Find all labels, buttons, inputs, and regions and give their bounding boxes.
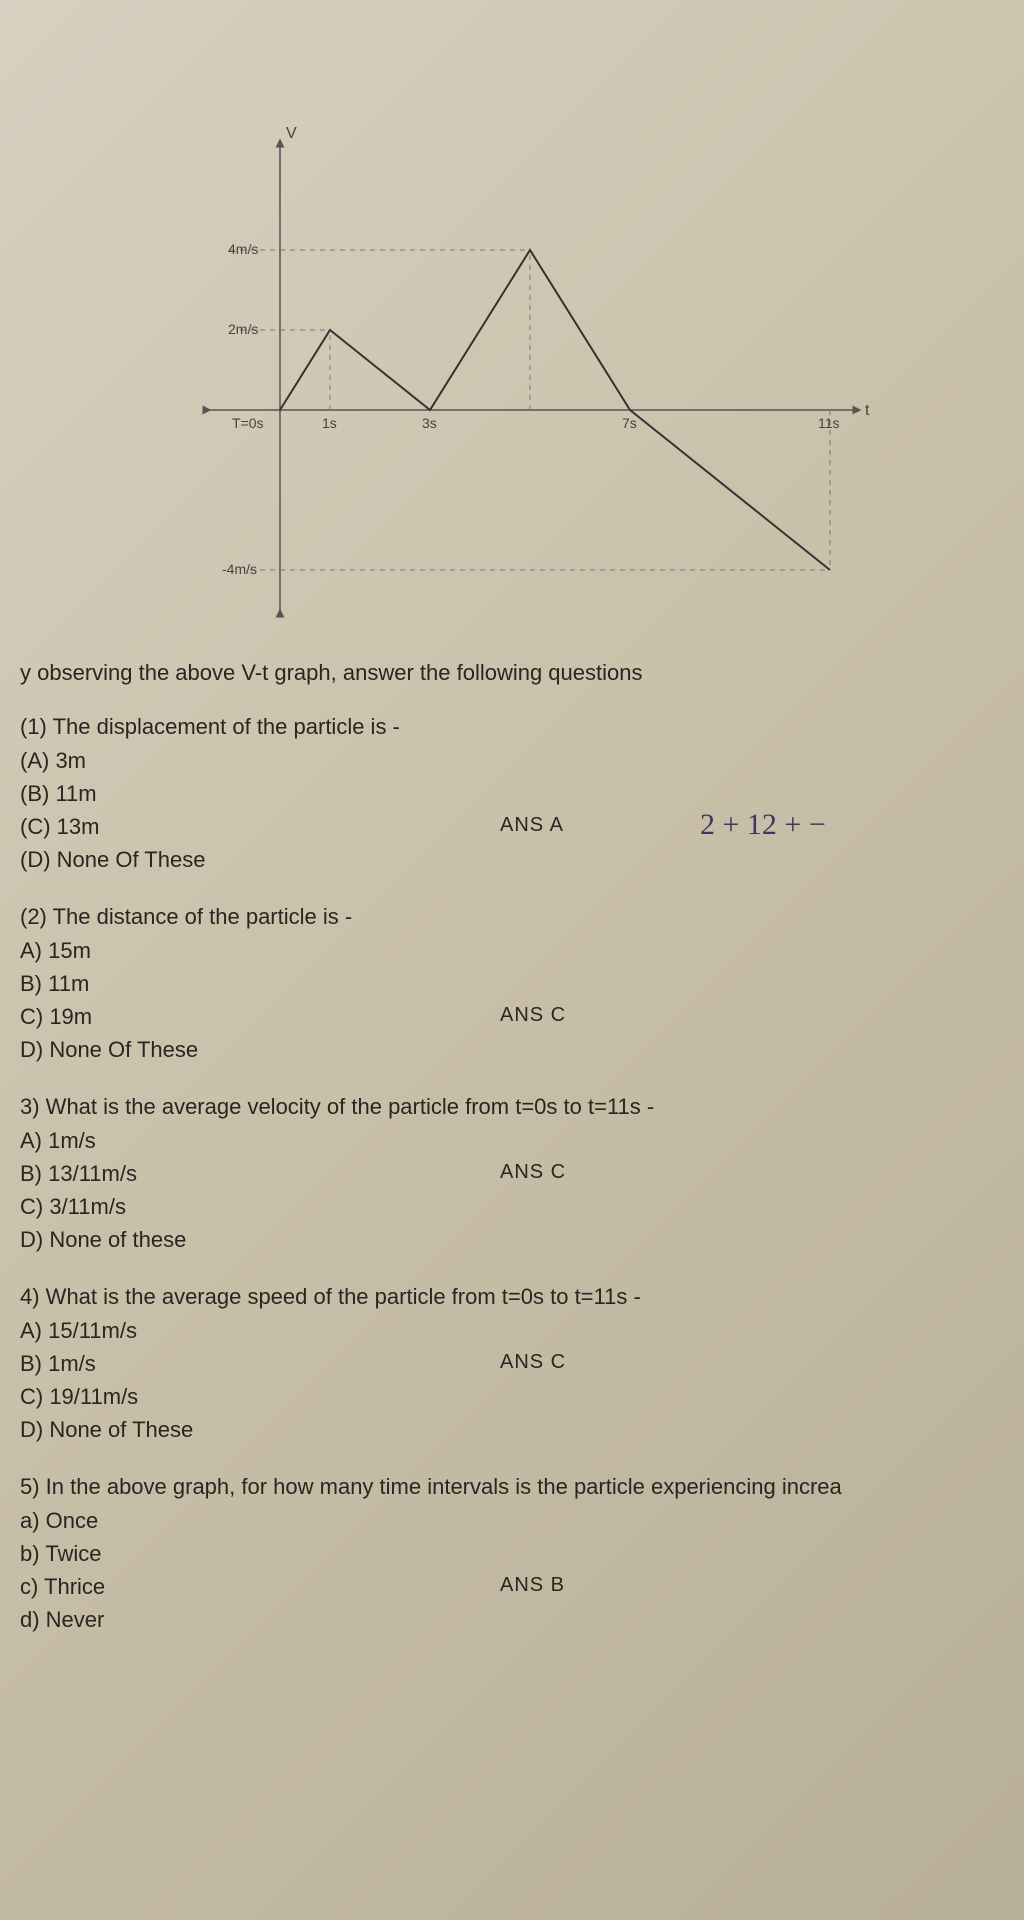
question-5: 5) In the above graph, for how many time…	[20, 1474, 984, 1636]
question-text: 5) In the above graph, for how many time…	[20, 1474, 984, 1500]
option: a) Once	[20, 1504, 984, 1537]
option: D) None Of These	[20, 1033, 984, 1066]
svg-text:-4m/s: -4m/s	[222, 561, 257, 577]
handwritten-note: 2 + 12 + −	[700, 802, 826, 847]
option: (D) None Of These	[20, 843, 984, 876]
question-text: (2) The distance of the particle is -	[20, 904, 984, 930]
option: D) None of These	[20, 1413, 984, 1446]
svg-text:3s: 3s	[422, 415, 437, 431]
option: A) 1m/s	[20, 1124, 984, 1157]
svg-text:4m/s: 4m/s	[228, 241, 258, 257]
question-text: 3) What is the average velocity of the p…	[20, 1094, 984, 1120]
options: (A) 3m(B) 11m(C) 13mANS A2 + 12 + −(D) N…	[20, 744, 984, 876]
option: A) 15m	[20, 934, 984, 967]
option: (B) 11m	[20, 777, 984, 810]
svg-text:2m/s: 2m/s	[228, 321, 258, 337]
y-axis-label: V	[286, 125, 297, 142]
answer-label: ANS A	[500, 810, 564, 840]
svg-text:11s: 11s	[818, 415, 840, 431]
question-4: 4) What is the average speed of the part…	[20, 1284, 984, 1446]
options: a) Onceb) Twicec) ThriceANS Bd) Never	[20, 1504, 984, 1636]
option: B) 11m	[20, 967, 984, 1000]
question-2: (2) The distance of the particle is - A) …	[20, 904, 984, 1066]
option: (A) 3m	[20, 744, 984, 777]
options: A) 15mB) 11mC) 19mANS CD) None Of These	[20, 934, 984, 1066]
question-text: (1) The displacement of the particle is …	[20, 714, 984, 740]
options: A) 1m/sB) 13/11m/sANS CC) 3/11m/sD) None…	[20, 1124, 984, 1256]
answer-label: ANS B	[500, 1570, 565, 1600]
option: d) Never	[20, 1603, 984, 1636]
intro-text: y observing the above V-t graph, answer …	[20, 660, 984, 686]
options: A) 15/11m/sB) 1m/sANS CC) 19/11m/sD) Non…	[20, 1314, 984, 1446]
option: D) None of these	[20, 1223, 984, 1256]
question-list: (1) The displacement of the particle is …	[20, 714, 984, 1636]
svg-text:T=0s: T=0s	[232, 415, 264, 431]
option: C) 3/11m/s	[20, 1190, 984, 1223]
answer-label: ANS C	[500, 1000, 566, 1030]
answer-label: ANS C	[500, 1157, 566, 1187]
question-1: (1) The displacement of the particle is …	[20, 714, 984, 876]
svg-text:1s: 1s	[322, 415, 337, 431]
option: b) Twice	[20, 1537, 984, 1570]
answer-label: ANS C	[500, 1347, 566, 1377]
vt-graph: V t 4m/s 2m/s -4m/s T=0s 1s 3s 7s 11s	[200, 110, 880, 610]
question-3: 3) What is the average velocity of the p…	[20, 1094, 984, 1256]
svg-text:7s: 7s	[622, 415, 637, 431]
option: A) 15/11m/s	[20, 1314, 984, 1347]
option: C) 19/11m/s	[20, 1380, 984, 1413]
x-axis-label: t	[865, 402, 870, 419]
worksheet-page: V t 4m/s 2m/s -4m/s T=0s 1s 3s 7s 11s y …	[0, 0, 1024, 1920]
question-text: 4) What is the average speed of the part…	[20, 1284, 984, 1310]
